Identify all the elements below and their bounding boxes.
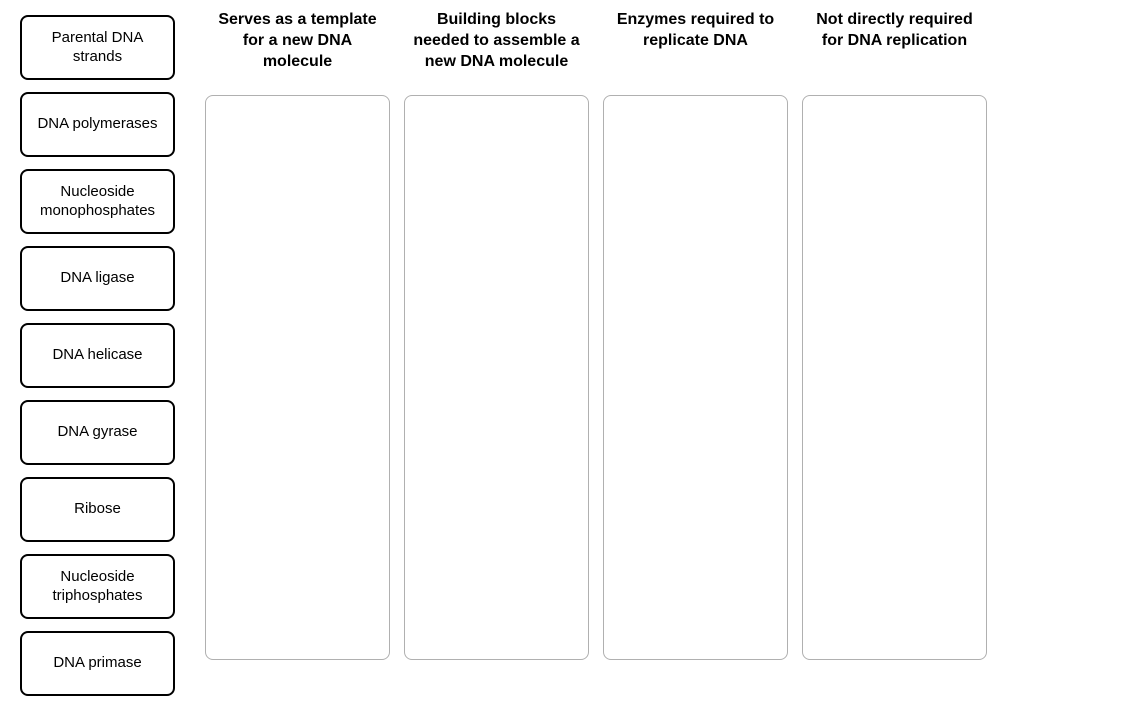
drop-column-header: Building blocks needed to assemble a new…: [404, 10, 589, 95]
draggable-item[interactable]: DNA polymerases: [20, 92, 175, 157]
draggable-item[interactable]: Ribose: [20, 477, 175, 542]
draggable-item[interactable]: Parental DNA strands: [20, 15, 175, 80]
drop-target[interactable]: [205, 95, 390, 660]
drop-column: Not directly required for DNA replicatio…: [802, 10, 987, 696]
draggable-item[interactable]: Nucleoside monophosphates: [20, 169, 175, 234]
drop-target[interactable]: [603, 95, 788, 660]
drop-column: Building blocks needed to assemble a new…: [404, 10, 589, 696]
draggable-item[interactable]: DNA gyrase: [20, 400, 175, 465]
draggable-item[interactable]: DNA ligase: [20, 246, 175, 311]
drop-column-header: Not directly required for DNA replicatio…: [802, 10, 987, 95]
draggable-item[interactable]: DNA helicase: [20, 323, 175, 388]
sorting-exercise-container: Parental DNA strands DNA polymerases Nuc…: [0, 0, 1129, 706]
drop-zones-panel: Serves as a template for a new DNA molec…: [205, 10, 1109, 696]
drop-target[interactable]: [404, 95, 589, 660]
draggable-item[interactable]: DNA primase: [20, 631, 175, 696]
draggable-item[interactable]: Nucleoside triphosphates: [20, 554, 175, 619]
drop-column: Enzymes required to replicate DNA: [603, 10, 788, 696]
drop-target[interactable]: [802, 95, 987, 660]
drop-column: Serves as a template for a new DNA molec…: [205, 10, 390, 696]
draggable-items-panel: Parental DNA strands DNA polymerases Nuc…: [20, 10, 175, 696]
drop-column-header: Enzymes required to replicate DNA: [603, 10, 788, 95]
drop-column-header: Serves as a template for a new DNA molec…: [205, 10, 390, 95]
